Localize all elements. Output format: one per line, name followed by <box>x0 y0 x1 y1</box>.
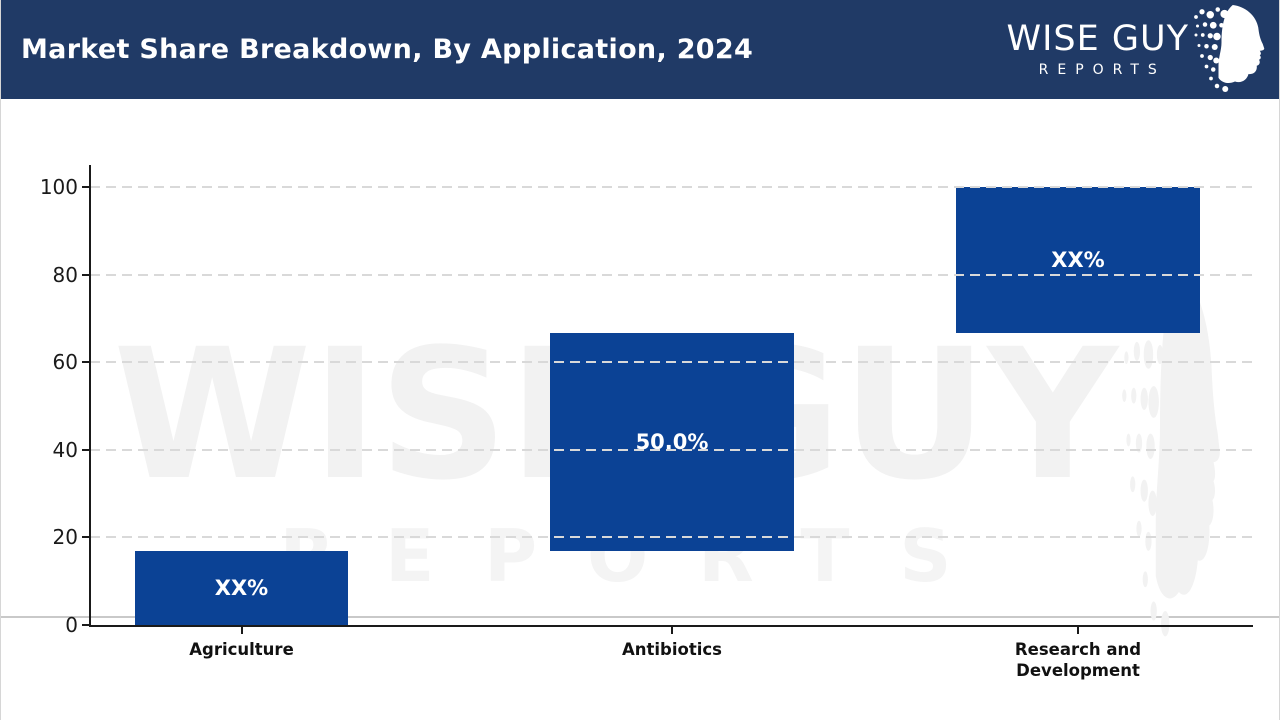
x-category-label: Research and Development <box>1014 639 1142 680</box>
y-tick-label: 100 <box>39 175 78 199</box>
chart-area: WISE GUY REPORTS XX% 50. <box>1 99 1279 720</box>
wiseguy-logo: WISE GUY REPORTS <box>1006 4 1267 95</box>
gridline <box>90 273 1253 276</box>
wiseguy-face-icon <box>1194 4 1265 92</box>
y-tick-mark <box>82 448 89 451</box>
bar: XX% <box>956 187 1200 333</box>
y-tick-label: 40 <box>52 437 78 462</box>
y-tick-label: 20 <box>52 525 78 549</box>
gridline <box>90 448 1253 451</box>
logo-text-block: WISE GUY REPORTS <box>1006 19 1189 78</box>
y-axis-line <box>89 165 91 627</box>
x-axis-line <box>89 624 1253 627</box>
bar: XX% <box>135 551 348 625</box>
x-category-label: Antibiotics <box>621 639 722 659</box>
y-tick-mark <box>82 273 89 276</box>
x-tick-mark <box>671 626 673 634</box>
logo-wordmark: WISE GUY <box>1006 19 1189 59</box>
logo-subtitle: REPORTS <box>1038 62 1166 78</box>
y-tick-mark <box>82 623 89 626</box>
x-tick-mark <box>1077 626 1079 634</box>
header: Market Share Breakdown, By Application, … <box>1 0 1279 99</box>
gridline <box>90 361 1253 363</box>
y-tick-mark <box>82 536 89 538</box>
bottom-border-line <box>1 616 1279 618</box>
gridline <box>90 536 1253 538</box>
bar-value-label: XX% <box>214 575 269 600</box>
y-tick-label: 60 <box>52 350 78 374</box>
bar: 50.0% <box>550 332 794 552</box>
x-category-label: Agriculture <box>189 639 294 659</box>
page-title: Market Share Breakdown, By Application, … <box>21 34 754 65</box>
y-tick-label: 80 <box>52 262 78 287</box>
y-tick-mark <box>82 186 89 188</box>
y-tick-label: 0 <box>65 612 78 637</box>
y-tick-mark <box>82 361 89 363</box>
x-tick-mark <box>240 626 243 634</box>
gridline <box>90 186 1253 188</box>
bar-value-label: XX% <box>1051 247 1105 272</box>
